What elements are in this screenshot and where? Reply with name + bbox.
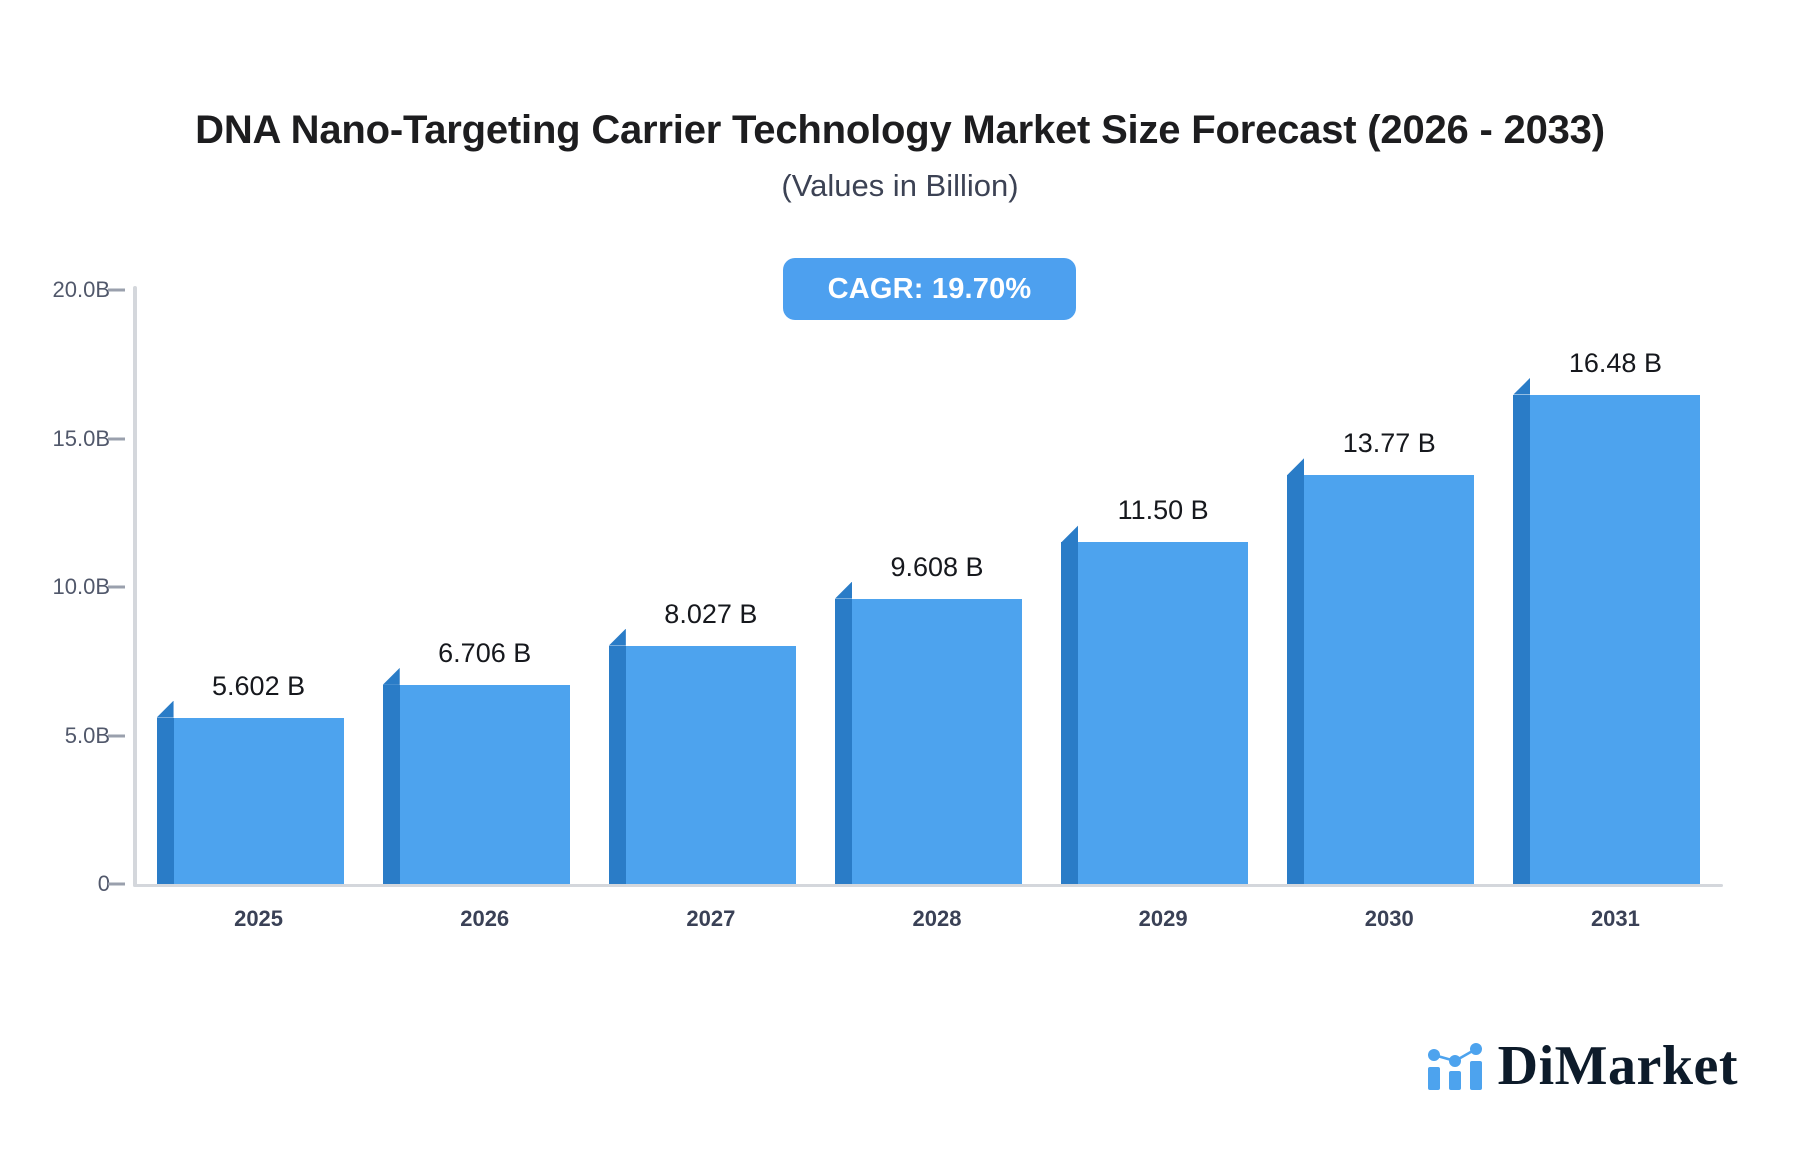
- bar-side-face: [382, 684, 400, 884]
- x-axis-category-label: 2027: [686, 906, 736, 931]
- y-axis-tick-mark: [108, 734, 125, 737]
- x-axis-category-label: 2029: [1138, 906, 1188, 931]
- y-axis-tick-mark: [108, 585, 125, 589]
- x-axis-category-label: 2025: [234, 906, 284, 931]
- bar-side-face: [1061, 542, 1079, 884]
- bar-value-label: 9.608 B: [890, 551, 984, 582]
- bar-column[interactable]: 8.027 B 2027: [608, 599, 796, 931]
- bar-value-label: 5.602 B: [212, 670, 306, 701]
- bar-value-label: 8.027 B: [664, 598, 758, 629]
- bar-front-face: [1078, 542, 1249, 884]
- bar-column[interactable]: 5.602 B 2025: [156, 671, 344, 931]
- bar-side-face: [1287, 475, 1305, 884]
- y-axis-tick-label: 20.0B: [52, 277, 111, 302]
- bar-chart-icon: [1427, 1043, 1482, 1090]
- bar-column[interactable]: 11.50 B 2029: [1061, 495, 1249, 931]
- y-axis-tick-mark: [108, 288, 125, 292]
- bar-front-face: [1304, 475, 1475, 884]
- bar-top-bevel: [1513, 377, 1531, 395]
- bar-side-face: [608, 645, 626, 884]
- bar-side-face: [156, 717, 174, 884]
- bar-front-face: [399, 684, 570, 884]
- bar-front-face: [173, 717, 344, 884]
- bar-value-label: 11.50 B: [1117, 495, 1209, 526]
- x-axis-category-label: 2028: [912, 906, 962, 931]
- page-title: DNA Nano-Targeting Carrier Technology Ma…: [195, 108, 1605, 152]
- bar-front-face: [852, 598, 1022, 884]
- y-axis-tick-mark: [108, 882, 125, 886]
- bar-top-bevel: [382, 667, 400, 685]
- x-axis-category-label: 2031: [1590, 906, 1640, 931]
- bar-front-face: [1530, 394, 1701, 884]
- logo-text: DiMarket: [1497, 1035, 1738, 1097]
- cagr-badge: CAGR: 19.70%: [783, 258, 1076, 320]
- bar-top-bevel: [1061, 525, 1079, 543]
- x-axis-line: [133, 884, 1723, 887]
- y-axis-line: [133, 286, 137, 886]
- bar-column[interactable]: 16.48 B 2031: [1513, 348, 1701, 931]
- bar-column[interactable]: 13.77 B 2030: [1287, 428, 1475, 931]
- y-axis-tick-label: 0: [97, 871, 110, 896]
- y-axis-tick-label: 10.0B: [52, 574, 111, 599]
- bar-top-bevel: [1287, 458, 1305, 476]
- y-axis-tick-mark: [108, 437, 125, 440]
- cagr-badge-label: CAGR: 19.70%: [827, 272, 1032, 305]
- dimarket-logo: DiMarket: [1426, 1038, 1738, 1094]
- bar-value-label: 16.48 B: [1568, 347, 1662, 378]
- bar-column[interactable]: 9.608 B 2028: [835, 552, 1022, 931]
- y-axis-tick-label: 5.0B: [64, 722, 110, 748]
- bar-column[interactable]: 6.706 B 2026: [382, 638, 570, 931]
- y-axis-tick-label: 15.0B: [52, 425, 111, 451]
- bar-side-face: [1513, 394, 1531, 884]
- bar-top-bevel: [608, 628, 626, 646]
- bar-value-label: 13.77 B: [1342, 428, 1436, 459]
- x-axis-category-label: 2030: [1364, 906, 1414, 931]
- bar-top-bevel: [835, 581, 852, 599]
- bar-top-bevel: [156, 700, 174, 718]
- page-subtitle: (Values in Billion): [781, 168, 1019, 203]
- bar-side-face: [835, 598, 852, 884]
- bar-value-label: 6.706 B: [438, 637, 532, 668]
- bar-front-face: [625, 645, 796, 884]
- x-axis-category-label: 2026: [460, 906, 510, 931]
